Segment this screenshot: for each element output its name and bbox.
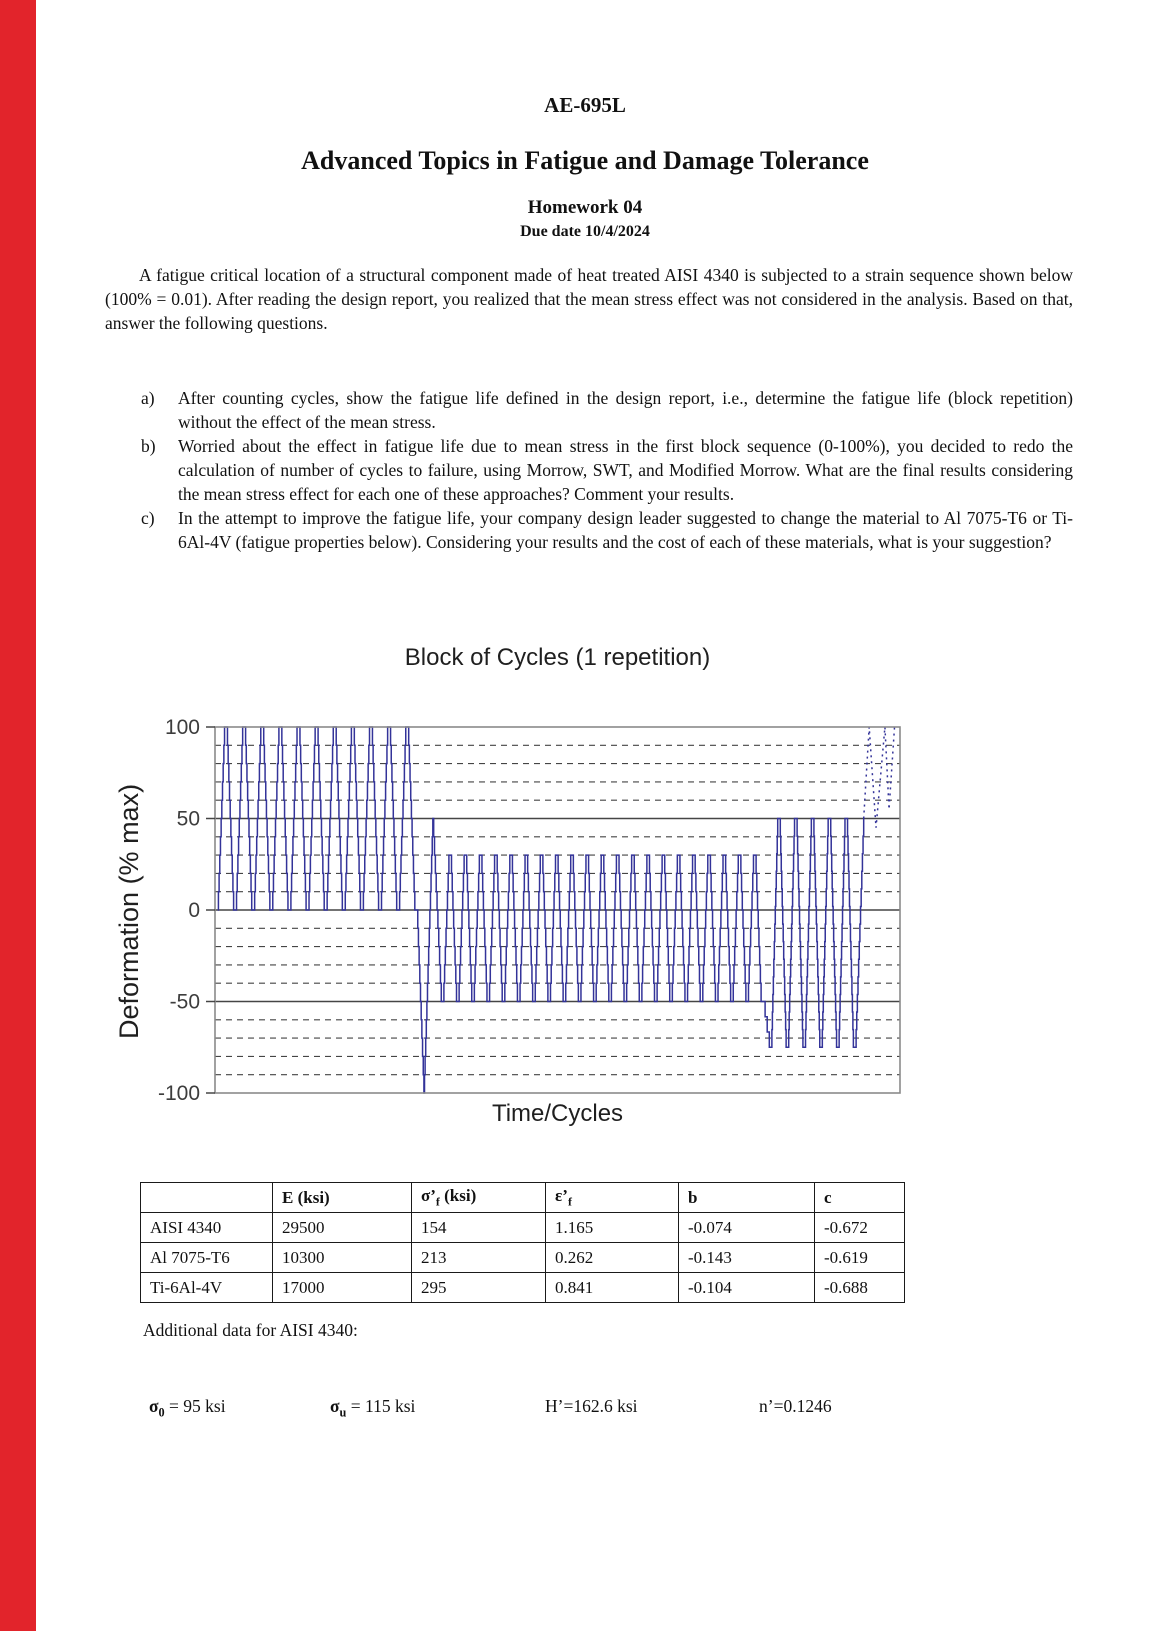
material-properties-table: E (ksi) σ’f (ksi) ε’f b c AISI 4340 2950… — [140, 1182, 905, 1303]
h-prime-value: H’=162.6 ksi — [545, 1396, 638, 1416]
svg-text:-50: -50 — [170, 991, 200, 1014]
sigma-u-value: σu = 115 ksi — [330, 1396, 416, 1420]
table-row: AISI 4340 29500 154 1.165 -0.074 -0.672 — [140, 1212, 905, 1243]
col-c: c — [814, 1182, 905, 1213]
cell-b: -0.074 — [678, 1212, 815, 1243]
cell-c: -0.672 — [814, 1212, 905, 1243]
cell-sf: 213 — [411, 1242, 546, 1273]
cell-c: -0.619 — [814, 1242, 905, 1273]
homework-number: Homework 04 — [527, 197, 643, 218]
course-code: AE-695L — [544, 93, 626, 117]
n-prime-value: n’=0.1246 — [759, 1396, 832, 1416]
col-sigma-f: σ’f (ksi) — [411, 1182, 546, 1213]
chart-title: Block of Cycles (1 repetition) — [404, 644, 711, 671]
cell-ef: 0.841 — [545, 1272, 679, 1303]
question-b: b) Worried about the effect in fatigue l… — [141, 434, 1073, 506]
intro-paragraph: A fatigue critical location of a structu… — [105, 265, 1073, 333]
table-row: Al 7075-T6 10300 213 0.262 -0.143 -0.619 — [140, 1242, 905, 1273]
course-title: Advanced Topics in Fatigue and Damage To… — [301, 146, 869, 175]
cell-ef: 1.165 — [545, 1212, 679, 1243]
chart-x-axis-label: Time/Cycles — [491, 1100, 624, 1127]
cell-material: AISI 4340 — [140, 1212, 273, 1243]
cell-ef: 0.262 — [545, 1242, 679, 1273]
question-b-text: Worried about the effect in fatigue life… — [178, 436, 1073, 504]
cell-material: Al 7075-T6 — [140, 1242, 273, 1273]
question-a-text: After counting cycles, show the fatigue … — [178, 388, 1073, 432]
additional-data-label: Additional data for AISI 4340: — [143, 1320, 358, 1340]
cell-e: 10300 — [272, 1242, 412, 1273]
svg-text:50: 50 — [177, 808, 200, 831]
cell-sf: 154 — [411, 1212, 546, 1243]
col-epsilon-f: ε’f — [545, 1182, 679, 1213]
svg-text:100: 100 — [165, 716, 200, 739]
question-a: a) After counting cycles, show the fatig… — [141, 386, 1073, 434]
cell-sf: 295 — [411, 1272, 546, 1303]
cell-e: 29500 — [272, 1212, 412, 1243]
question-list: a) After counting cycles, show the fatig… — [141, 386, 1073, 554]
additional-data-values: σ0 = 95 ksi σu = 115 ksi H’=162.6 ksi n’… — [0, 1396, 1170, 1426]
left-edge-red-stripe — [0, 0, 36, 1631]
col-modulus: E (ksi) — [272, 1182, 412, 1213]
svg-text:-100: -100 — [158, 1082, 200, 1105]
question-b-label: b) — [141, 436, 156, 456]
due-date: Due date 10/4/2024 — [520, 223, 650, 240]
svg-text:0: 0 — [188, 899, 200, 922]
question-c-label: c) — [141, 508, 155, 528]
cell-material: Ti-6Al-4V — [140, 1272, 273, 1303]
col-b: b — [678, 1182, 815, 1213]
col-material — [140, 1182, 273, 1213]
cell-b: -0.104 — [678, 1272, 815, 1303]
question-a-label: a) — [141, 388, 155, 408]
question-c: c) In the attempt to improve the fatigue… — [141, 506, 1073, 554]
cell-b: -0.143 — [678, 1242, 815, 1273]
sigma0-value: σ0 = 95 ksi — [149, 1396, 226, 1420]
question-c-text: In the attempt to improve the fatigue li… — [178, 508, 1073, 552]
block-cycles-chart: 100 50 0 -50 -100 — [158, 716, 901, 1105]
cell-e: 17000 — [272, 1272, 412, 1303]
table-row: Ti-6Al-4V 17000 295 0.841 -0.104 -0.688 — [140, 1272, 905, 1303]
cell-c: -0.688 — [814, 1272, 905, 1303]
table-header-row: E (ksi) σ’f (ksi) ε’f b c — [140, 1182, 905, 1213]
